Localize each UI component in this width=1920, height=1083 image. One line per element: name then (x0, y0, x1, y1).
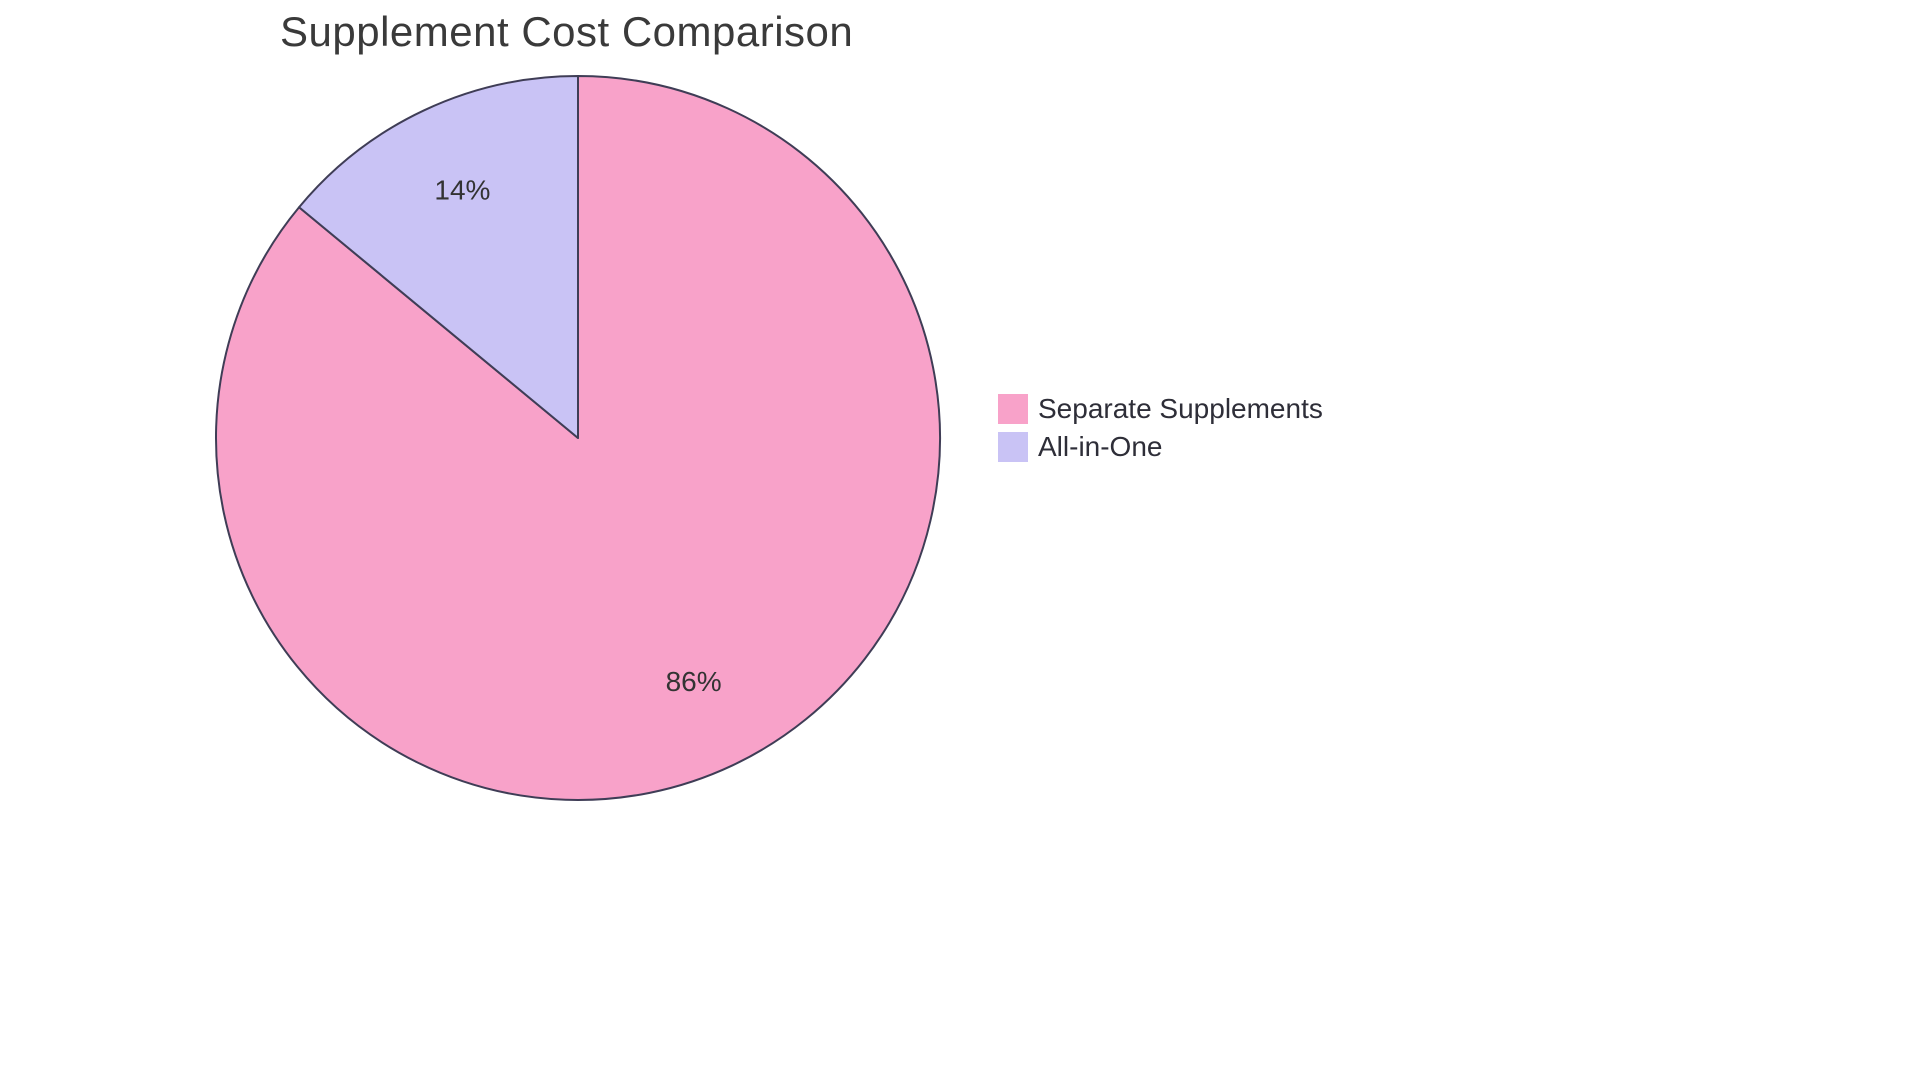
pie-slice-all-in-one[interactable] (298, 75, 579, 439)
slice-percentage-label: 86% (666, 666, 722, 697)
legend-swatch (998, 432, 1028, 462)
chart-title: Supplement Cost Comparison (280, 8, 854, 55)
legend-swatch (998, 394, 1028, 424)
legend: Separate Supplements All-in-One (998, 393, 1323, 463)
legend-label: Separate Supplements (1038, 393, 1323, 424)
legend-item-separate-supplements[interactable]: Separate Supplements (998, 393, 1323, 425)
legend-label: All-in-One (1038, 431, 1163, 462)
slice-percentage-label: 14% (434, 175, 490, 206)
legend-item-all-in-one[interactable]: All-in-One (998, 431, 1323, 463)
